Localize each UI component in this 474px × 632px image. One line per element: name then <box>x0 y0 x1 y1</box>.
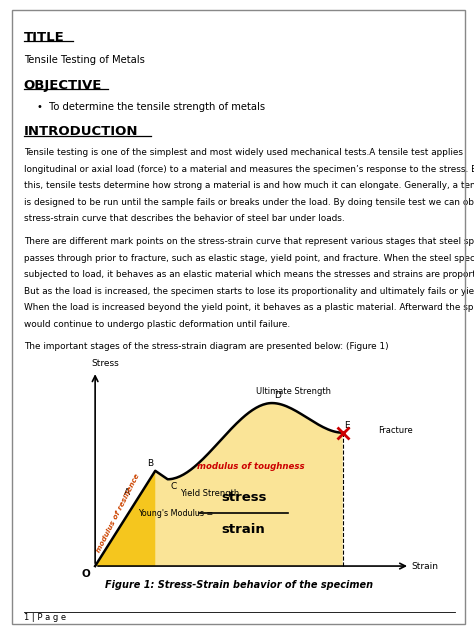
Text: subjected to load, it behaves as an elastic material which means the stresses an: subjected to load, it behaves as an elas… <box>24 270 474 279</box>
Text: stress: stress <box>221 490 266 504</box>
Text: Fracture: Fracture <box>378 426 413 435</box>
Text: Strain: Strain <box>412 562 439 571</box>
Text: would continue to undergo plastic deformation until failure.: would continue to undergo plastic deform… <box>24 320 290 329</box>
Text: TITLE: TITLE <box>24 31 64 44</box>
Text: OBJECTIVE: OBJECTIVE <box>24 78 102 92</box>
Text: strain: strain <box>222 523 265 536</box>
Text: is designed to be run until the sample fails or breaks under the load. By doing : is designed to be run until the sample f… <box>24 198 474 207</box>
Text: B: B <box>147 459 153 468</box>
Text: E: E <box>345 420 350 430</box>
Text: But as the load is increased, the specimen starts to lose its proportionality an: But as the load is increased, the specim… <box>24 287 474 296</box>
Text: modulus of resilience: modulus of resilience <box>96 473 141 554</box>
Text: C: C <box>171 482 177 492</box>
Text: modulus of toughness: modulus of toughness <box>197 462 305 471</box>
Text: There are different mark points on the stress-strain curve that represent variou: There are different mark points on the s… <box>24 237 474 246</box>
Text: 1 | P a g e: 1 | P a g e <box>24 613 66 623</box>
Text: O: O <box>81 569 90 580</box>
Text: Tensile Testing of Metals: Tensile Testing of Metals <box>24 56 145 65</box>
Text: stress-strain curve that describes the behavior of steel bar under loads.: stress-strain curve that describes the b… <box>24 214 344 224</box>
Text: When the load is increased beyond the yield point, it behaves as a plastic mater: When the load is increased beyond the yi… <box>24 303 474 312</box>
Text: The important stages of the stress-strain diagram are presented below: (Figure 1: The important stages of the stress-strai… <box>24 343 388 351</box>
Text: Yield Strength: Yield Strength <box>180 489 239 498</box>
Text: this, tensile tests determine how strong a material is and how much it can elong: this, tensile tests determine how strong… <box>24 181 474 190</box>
Text: passes through prior to fracture, such as elastic stage, yield point, and fractu: passes through prior to fracture, such a… <box>24 253 474 263</box>
Text: Ultimate Strength: Ultimate Strength <box>255 387 331 396</box>
Text: Young's Modulus =: Young's Modulus = <box>137 509 215 518</box>
Text: longitudinal or axial load (force) to a material and measures the specimen’s res: longitudinal or axial load (force) to a … <box>24 165 474 174</box>
Text: •  To determine the tensile strength of metals: • To determine the tensile strength of m… <box>36 102 265 112</box>
Text: Tensile testing is one of the simplest and most widely used mechanical tests.A t: Tensile testing is one of the simplest a… <box>24 149 463 157</box>
Text: INTRODUCTION: INTRODUCTION <box>24 125 138 138</box>
Text: A: A <box>124 489 130 497</box>
Polygon shape <box>95 403 343 566</box>
Text: Stress: Stress <box>91 359 119 368</box>
Text: Figure 1: Stress-Strain behavior of the specimen: Figure 1: Stress-Strain behavior of the … <box>105 580 374 590</box>
Text: D: D <box>274 391 281 400</box>
Polygon shape <box>95 471 155 566</box>
